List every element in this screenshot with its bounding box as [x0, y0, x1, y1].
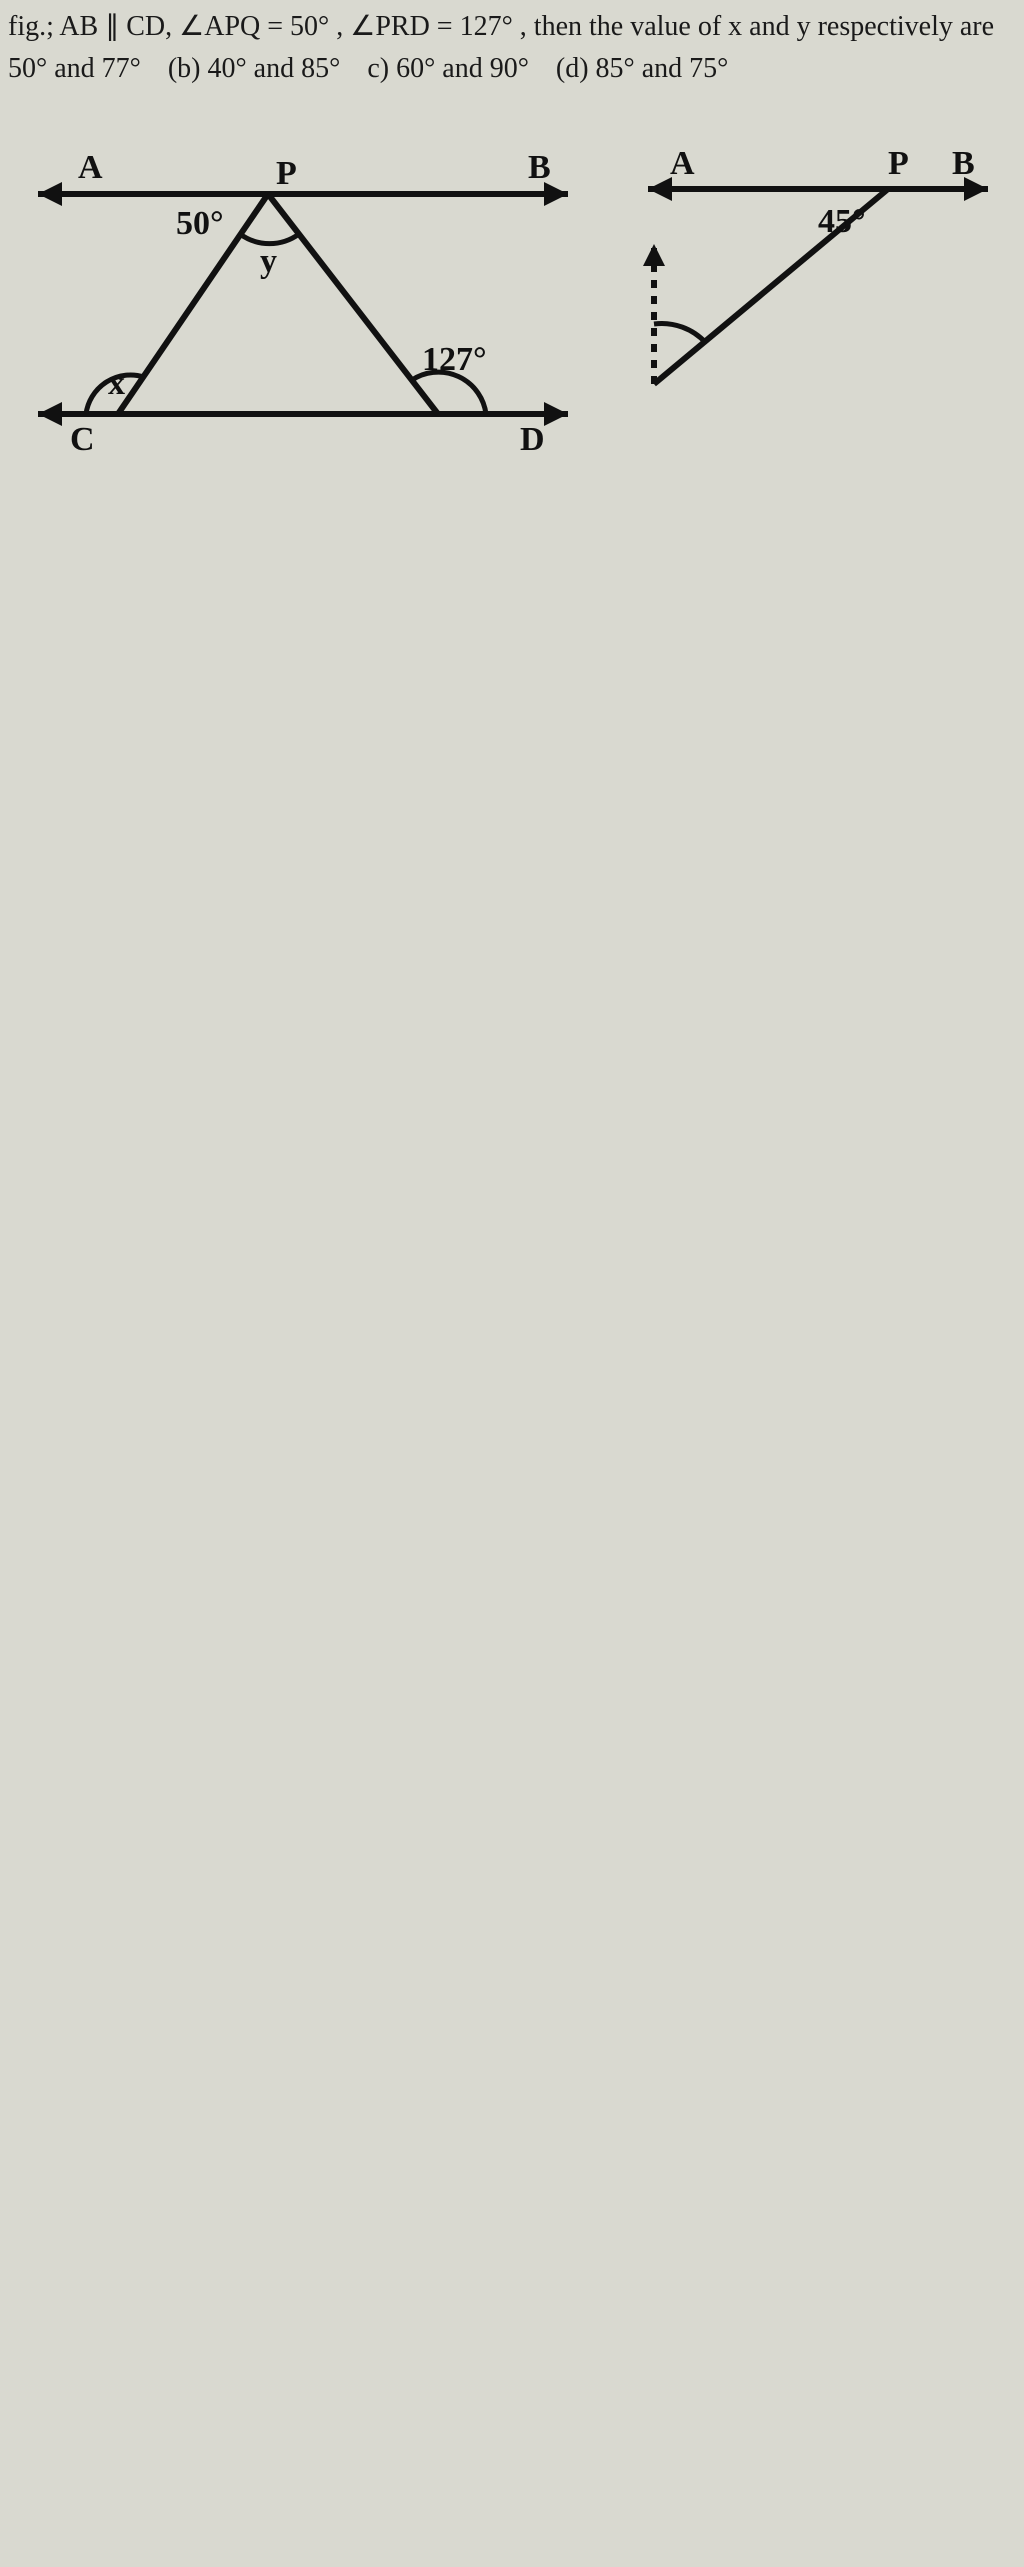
figure-1-svg: A B P C D x y 50° 127°: [8, 94, 598, 474]
label2-P: P: [888, 145, 909, 182]
label-x: x: [108, 365, 125, 402]
label-y: y: [260, 243, 277, 280]
label-C: C: [70, 421, 95, 458]
label-B: B: [528, 149, 551, 186]
option-d: (d) 85° and 75°: [556, 50, 728, 88]
figure-2-svg: A B P 45°: [618, 94, 1018, 414]
question-stem: fig.; AB ∥ CD, ∠APQ = 50° , ∠PRD = 127° …: [8, 8, 1016, 46]
label-50: 50°: [176, 205, 224, 242]
options-row: 50° and 77° (b) 40° and 85° c) 60° and 9…: [8, 50, 1016, 88]
stem-line: fig.; AB ∥ CD, ∠APQ = 50° , ∠PRD = 127° …: [8, 11, 994, 42]
label2-45: 45°: [818, 203, 866, 240]
label-P: P: [276, 155, 297, 192]
option-a: 50° and 77°: [8, 50, 141, 88]
label-A: A: [78, 149, 103, 186]
option-c: c) 60° and 90°: [367, 50, 529, 88]
label2-A: A: [670, 145, 695, 182]
figure-1: A B P C D x y 50° 127°: [8, 94, 598, 474]
label-127: 127°: [422, 341, 487, 378]
option-b: (b) 40° and 85°: [168, 50, 340, 88]
figures-row: A B P C D x y 50° 127° A B P: [8, 94, 1016, 474]
figure-2: A B P 45°: [618, 94, 1018, 414]
label2-B: B: [952, 145, 975, 182]
label-D: D: [520, 421, 545, 458]
